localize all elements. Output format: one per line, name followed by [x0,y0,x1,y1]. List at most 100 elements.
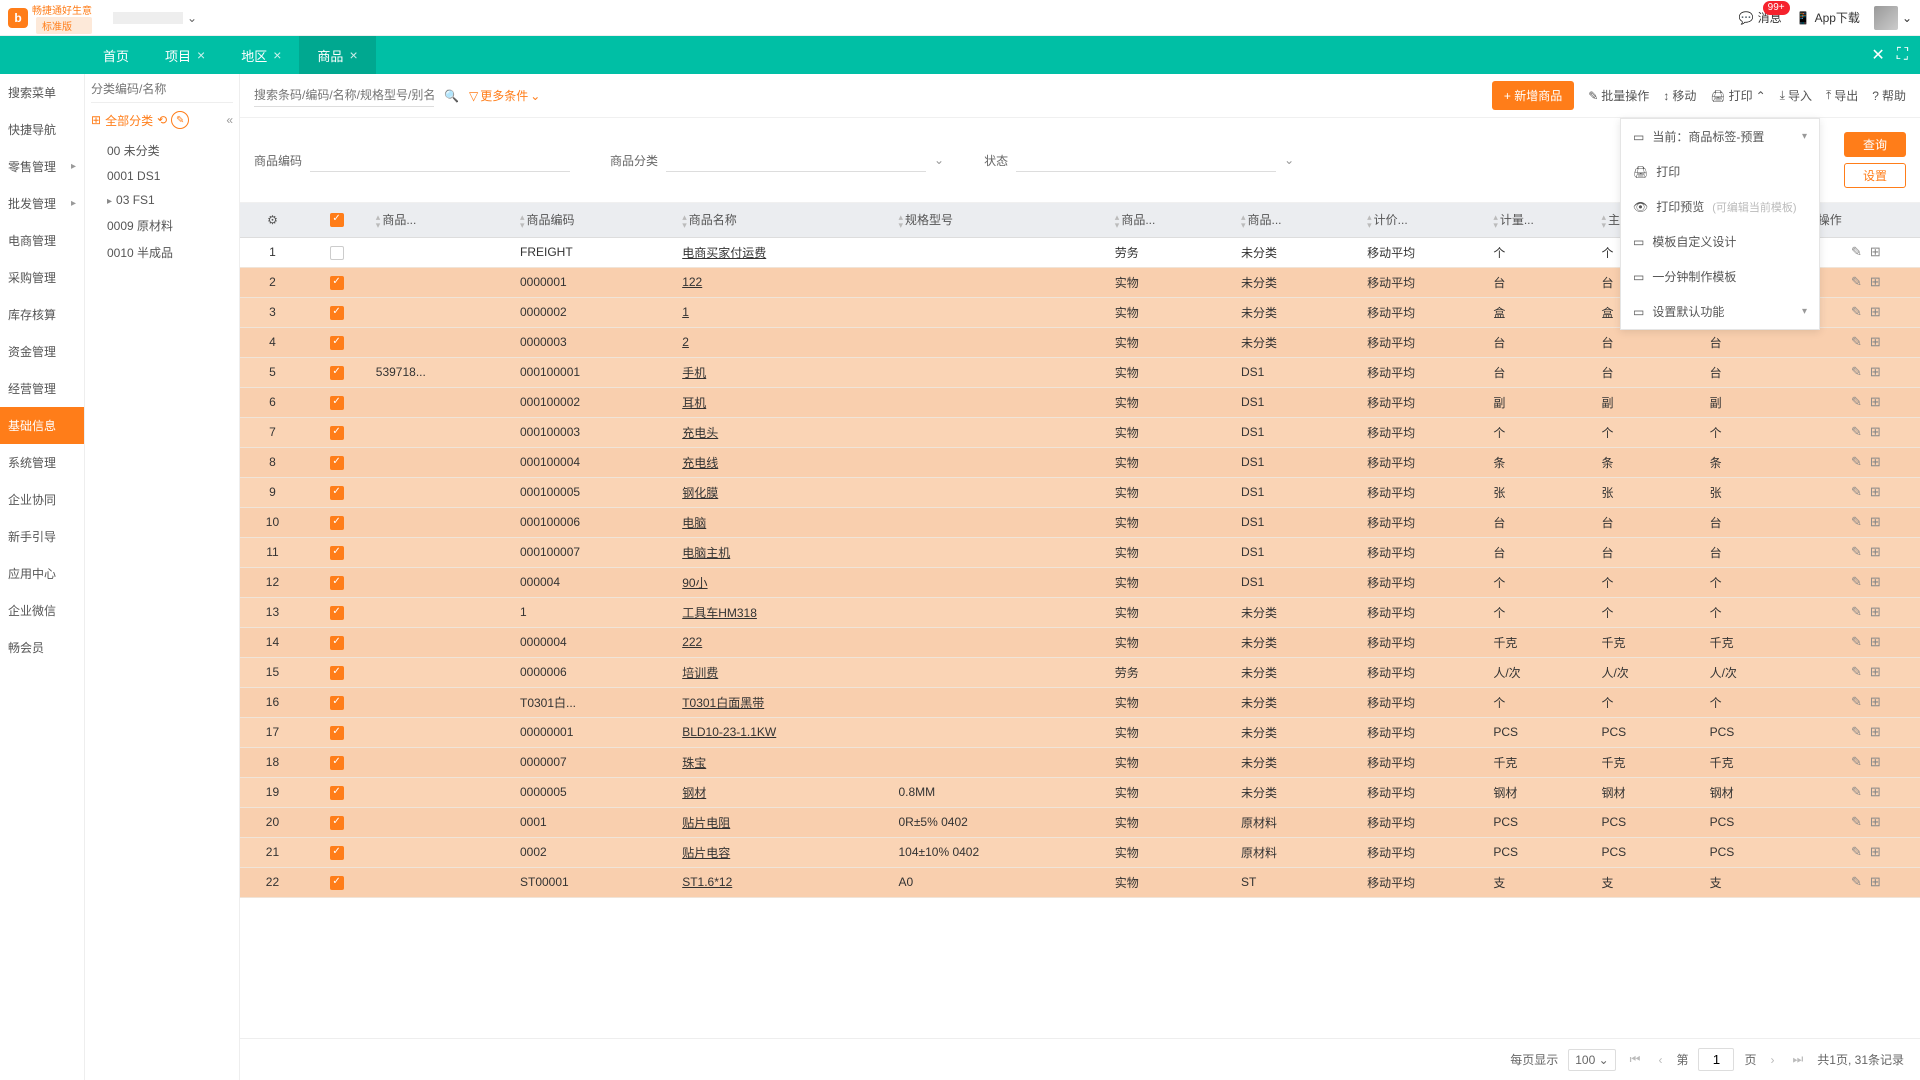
row-checkbox[interactable] [330,486,344,500]
table-row[interactable]: 17 00000001 BLD10-23-1.1KW 实物 未分类 移动平均 P… [240,717,1920,747]
table-row[interactable]: 5 539718... 000100001 手机 实物 DS1 移动平均 台 台… [240,357,1920,387]
more-icon[interactable]: ⊞ [1870,304,1881,320]
setting-button[interactable]: 设置 [1844,163,1906,188]
cell-name[interactable]: 电商买家付运费 [676,237,892,267]
more-icon[interactable]: ⊞ [1870,604,1881,620]
sidebar-item[interactable]: 新手引导 [0,518,84,555]
chevron-down-icon[interactable]: ⌄ [934,153,944,167]
sidebar-item[interactable]: 应用中心 [0,555,84,592]
tab-首页[interactable]: 首页 [85,36,147,74]
more-icon[interactable]: ⊞ [1870,664,1881,680]
print-menu-custom-template[interactable]: ▭ 模板自定义设计 [1621,224,1819,259]
col-barcode[interactable]: ▴▾商品... [370,203,514,237]
col-checkbox[interactable] [305,203,370,237]
row-checkbox[interactable] [330,516,344,530]
edit-icon[interactable]: ✎ [1851,604,1862,620]
sidebar-item[interactable]: 采购管理 [0,259,84,296]
cell-name[interactable]: 珠宝 [676,747,892,777]
tab-close-icon[interactable]: × [273,47,281,63]
select-all-checkbox[interactable] [330,213,344,227]
batch-action-link[interactable]: ✎批量操作 [1588,87,1649,104]
sidebar-item[interactable]: 零售管理▸ [0,148,84,185]
edit-icon[interactable]: ✎ [1851,514,1862,530]
cell-name[interactable]: 充电头 [676,417,892,447]
col-price[interactable]: ▴▾计价... [1361,203,1487,237]
page-next[interactable]: › [1766,1053,1778,1067]
edit-icon[interactable]: ✎ [1851,724,1862,740]
row-checkbox[interactable] [330,666,344,680]
close-all-icon[interactable]: ✕ [1871,45,1884,65]
sidebar-item[interactable]: 企业微信 [0,592,84,629]
table-row[interactable]: 12 000004 90小 实物 DS1 移动平均 个 个 个 ✎⊞ [240,567,1920,597]
cell-name[interactable]: 钢化膜 [676,477,892,507]
more-icon[interactable]: ⊞ [1870,334,1881,350]
col-cat[interactable]: ▴▾商品... [1235,203,1361,237]
tree-search-input[interactable] [91,82,240,96]
row-checkbox[interactable] [330,546,344,560]
edit-icon[interactable]: ✎ [1851,634,1862,650]
tree-node[interactable]: 0010 半成品 [91,239,233,266]
edit-icon[interactable]: ✎ [1851,424,1862,440]
tab-地区[interactable]: 地区× [223,36,299,74]
more-icon[interactable]: ⊞ [1870,454,1881,470]
cell-name[interactable]: ST1.6*12 [676,867,892,897]
row-checkbox[interactable] [330,246,344,260]
cell-name[interactable]: 手机 [676,357,892,387]
row-checkbox[interactable] [330,876,344,890]
edit-icon[interactable]: ✎ [1851,544,1862,560]
row-checkbox[interactable] [330,756,344,770]
table-row[interactable]: 6 000100002 耳机 实物 DS1 移动平均 副 副 副 ✎⊞ [240,387,1920,417]
search-icon[interactable]: 🔍 [444,89,459,103]
sidebar-item[interactable]: 快捷导航 [0,111,84,148]
cell-name[interactable]: T0301白面黑带 [676,687,892,717]
cell-name[interactable]: 贴片电阻 [676,807,892,837]
table-row[interactable]: 15 0000006 培训费 劳务 未分类 移动平均 人/次 人/次 人/次 ✎… [240,657,1920,687]
print-menu-one-minute[interactable]: ▭ 一分钟制作模板 [1621,259,1819,294]
table-row[interactable]: 19 0000005 钢材 0.8MM 实物 未分类 移动平均 钢材 钢材 钢材… [240,777,1920,807]
edit-icon[interactable]: ✎ [1851,574,1862,590]
company-dropdown[interactable]: ⌄ [113,11,197,25]
more-icon[interactable]: ⊞ [1870,574,1881,590]
more-icon[interactable]: ⊞ [1870,844,1881,860]
table-row[interactable]: 20 0001 贴片电阻 0R±5% 0402 实物 原材料 移动平均 PCS … [240,807,1920,837]
cell-name[interactable]: 122 [676,267,892,297]
table-row[interactable]: 10 000100006 电脑 实物 DS1 移动平均 台 台 台 ✎⊞ [240,507,1920,537]
more-icon[interactable]: ⊞ [1870,874,1881,890]
move-link[interactable]: ↕移动 [1663,87,1696,104]
tree-node[interactable]: 03 FS1 [91,188,233,212]
cell-name[interactable]: 充电线 [676,447,892,477]
print-menu-preview[interactable]: 👁 打印预览 (可编辑当前模板) [1621,189,1819,224]
table-row[interactable]: 7 000100003 充电头 实物 DS1 移动平均 个 个 个 ✎⊞ [240,417,1920,447]
cell-name[interactable]: 贴片电容 [676,837,892,867]
cell-name[interactable]: 电脑 [676,507,892,537]
edit-icon[interactable]: ✎ [1851,394,1862,410]
tree-all-label[interactable]: 全部分类 [105,112,153,129]
more-icon[interactable]: ⊞ [1870,634,1881,650]
cell-name[interactable]: 90小 [676,567,892,597]
tab-close-icon[interactable]: × [197,47,205,63]
more-icon[interactable]: ⊞ [1870,484,1881,500]
more-icon[interactable]: ⊞ [1870,544,1881,560]
row-checkbox[interactable] [330,276,344,290]
more-icon[interactable]: ⊞ [1870,394,1881,410]
more-icon[interactable]: ⊞ [1870,754,1881,770]
filter-status-input[interactable] [1016,148,1276,172]
sidebar-item[interactable]: 电商管理 [0,222,84,259]
sidebar-item[interactable]: 企业协同 [0,481,84,518]
more-icon[interactable]: ⊞ [1870,784,1881,800]
tab-商品[interactable]: 商品× [299,36,375,74]
edit-icon[interactable]: ✎ [1851,874,1862,890]
print-menu-set-default[interactable]: ▭ 设置默认功能 ▾ [1621,294,1819,329]
table-row[interactable]: 22 ST00001 ST1.6*12 A0 实物 ST 移动平均 支 支 支 … [240,867,1920,897]
table-row[interactable]: 9 000100005 钢化膜 实物 DS1 移动平均 张 张 张 ✎⊞ [240,477,1920,507]
edit-icon[interactable]: ✎ [1851,244,1862,260]
tree-node[interactable]: 0001 DS1 [91,164,233,188]
edit-icon[interactable]: ✎ [1851,814,1862,830]
filter-code-input[interactable] [310,148,570,172]
export-link[interactable]: ⤒导出 [1826,87,1858,104]
col-settings[interactable]: ⚙ [240,203,305,237]
cell-name[interactable]: 1 [676,297,892,327]
page-input[interactable] [1698,1048,1734,1071]
sidebar-item[interactable]: 畅会员 [0,629,84,666]
chevron-down-icon[interactable]: ⌄ [1284,153,1294,167]
